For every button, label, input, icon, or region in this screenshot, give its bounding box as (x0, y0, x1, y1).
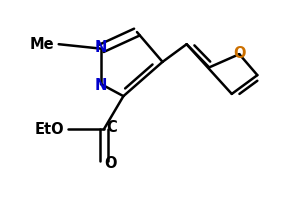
Text: O: O (233, 46, 246, 61)
Text: EtO: EtO (35, 122, 64, 137)
Text: Me: Me (30, 37, 54, 52)
Text: N: N (95, 78, 107, 93)
Text: N: N (95, 40, 107, 55)
Text: O: O (104, 156, 117, 171)
Text: C: C (106, 120, 117, 135)
